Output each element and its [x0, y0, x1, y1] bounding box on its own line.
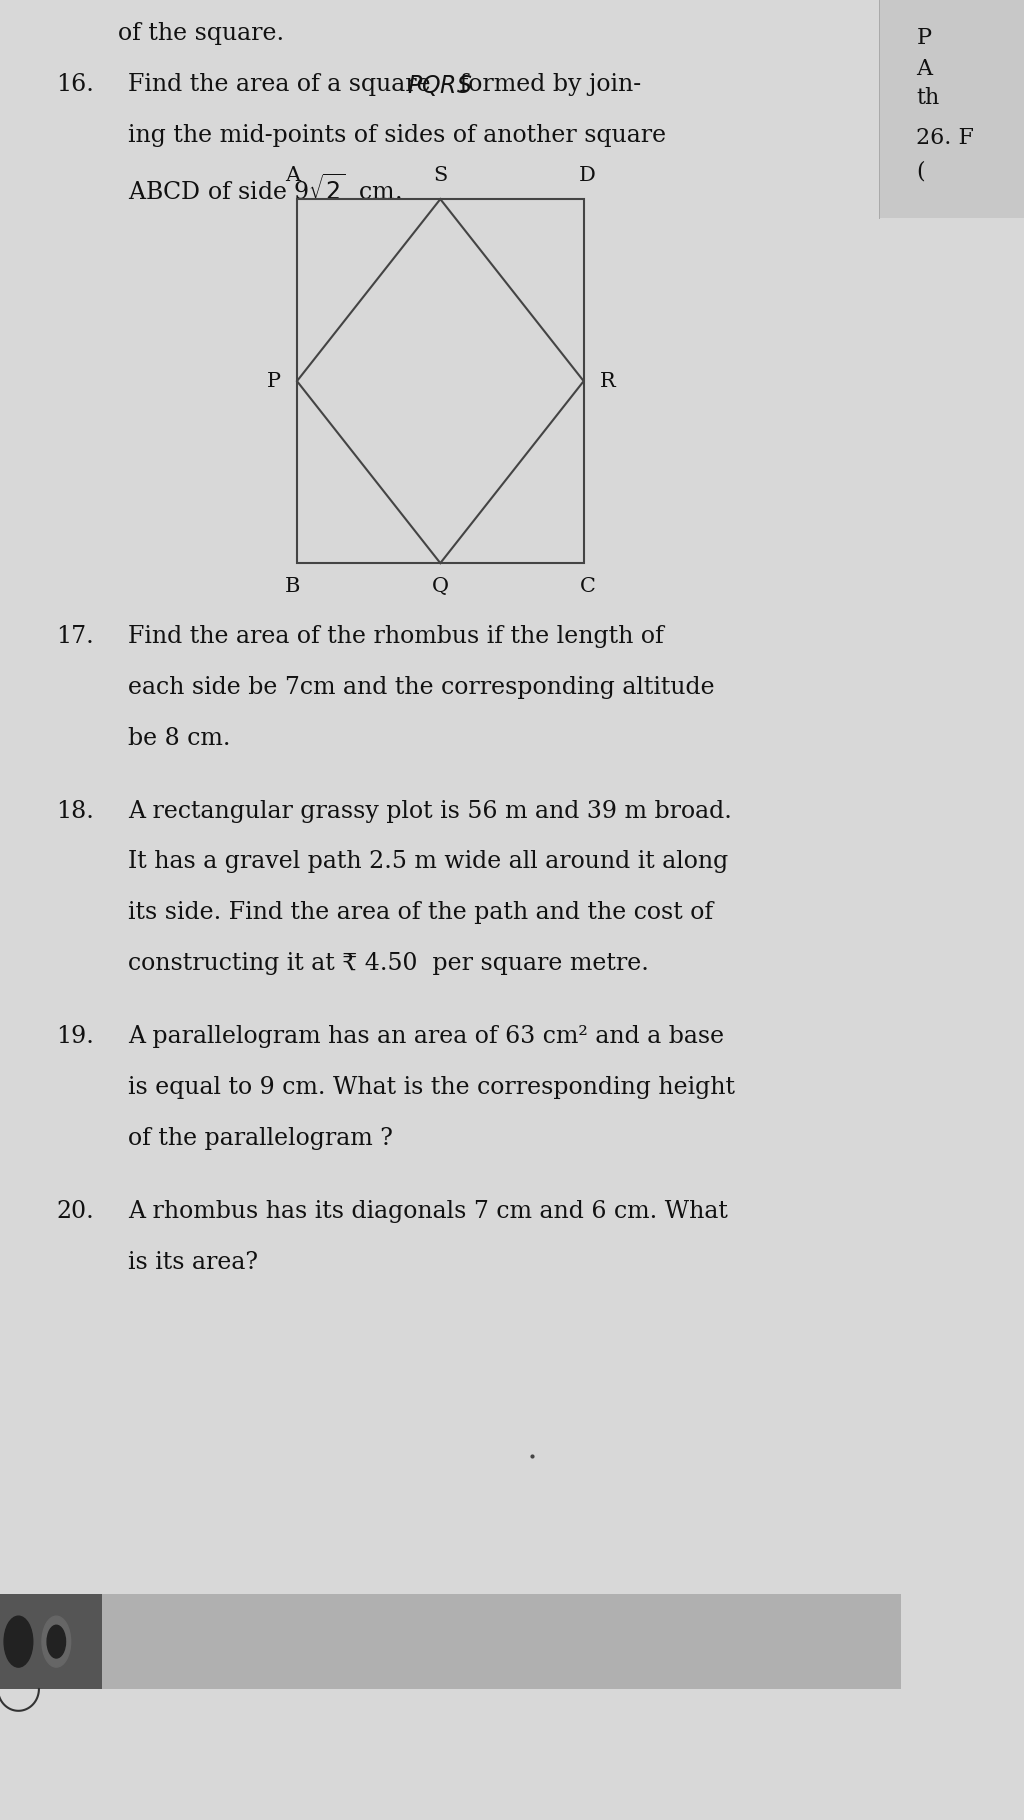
Text: 20.: 20. [56, 1199, 94, 1223]
Text: is equal to 9 cm. What is the corresponding height: is equal to 9 cm. What is the correspond… [128, 1076, 735, 1099]
Bar [0, 1594, 901, 1689]
Text: 18.: 18. [56, 799, 94, 823]
Text: constructing it at ₹ 4.50  per square metre.: constructing it at ₹ 4.50 per square met… [128, 952, 649, 976]
Text: C: C [580, 577, 596, 597]
Circle shape [4, 1616, 33, 1667]
Text: A: A [916, 58, 933, 80]
Text: Q: Q [432, 577, 449, 597]
Text: ABCD of side 9$\sqrt{2}$  cm.: ABCD of side 9$\sqrt{2}$ cm. [128, 175, 401, 206]
Text: A rectangular grassy plot is 56 m and 39 m broad.: A rectangular grassy plot is 56 m and 39… [128, 799, 732, 823]
Text: It has a gravel path 2.5 m wide all around it along: It has a gravel path 2.5 m wide all arou… [128, 850, 728, 874]
Text: each side be 7cm and the corresponding altitude: each side be 7cm and the corresponding a… [128, 675, 715, 699]
Circle shape [47, 1625, 66, 1658]
Text: be 8 cm.: be 8 cm. [128, 726, 230, 750]
Text: ing the mid-points of sides of another square: ing the mid-points of sides of another s… [128, 124, 667, 147]
Text: 26. F: 26. F [916, 127, 975, 149]
Text: Area of a trapezium: Area of a trapezium [118, 1625, 518, 1658]
Text: 17.: 17. [56, 624, 94, 648]
Text: 16.: 16. [56, 73, 94, 96]
Bar [879, 0, 1024, 218]
Text: B: B [286, 577, 301, 597]
Text: its side. Find the area of the path and the cost of: its side. Find the area of the path and … [128, 901, 713, 925]
Text: S: S [433, 166, 447, 186]
Text: D: D [580, 166, 596, 186]
Text: 19.: 19. [56, 1025, 94, 1048]
Text: $\it{PQRS}$: $\it{PQRS}$ [407, 73, 472, 98]
Text: of the square.: of the square. [118, 22, 284, 46]
Text: of the parallelogram ?: of the parallelogram ? [128, 1127, 393, 1150]
Text: formed by join-: formed by join- [452, 73, 641, 96]
Text: A rhombus has its diagonals 7 cm and 6 cm. What: A rhombus has its diagonals 7 cm and 6 c… [128, 1199, 728, 1223]
Bar [0, 1594, 102, 1689]
Text: P: P [267, 371, 281, 391]
Text: R: R [600, 371, 615, 391]
Text: is its area?: is its area? [128, 1250, 258, 1274]
Text: Find the area of a square: Find the area of a square [128, 73, 438, 96]
Text: A parallelogram has an area of 63 cm² and a base: A parallelogram has an area of 63 cm² an… [128, 1025, 724, 1048]
Text: th: th [916, 87, 940, 109]
Text: A: A [286, 166, 300, 186]
Text: P: P [916, 27, 932, 49]
Text: Find the area of the rhombus if the length of: Find the area of the rhombus if the leng… [128, 624, 664, 648]
Circle shape [42, 1616, 71, 1667]
Text: (: ( [916, 160, 925, 182]
